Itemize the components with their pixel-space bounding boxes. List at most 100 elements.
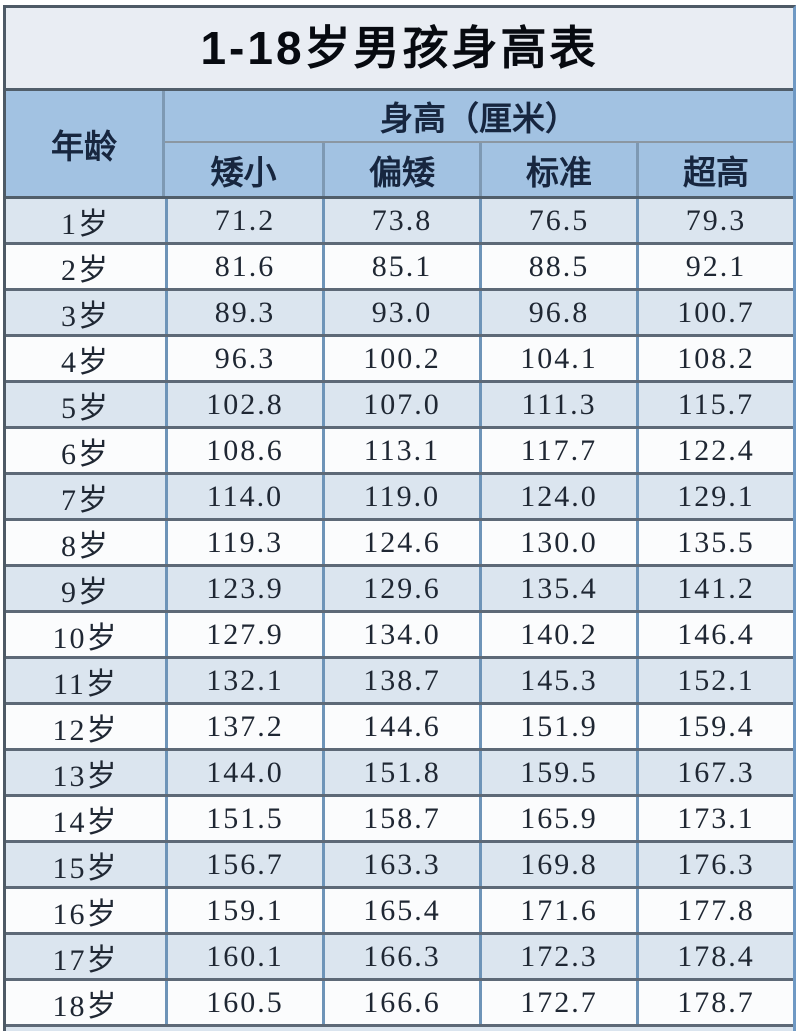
value-cell-standard: 159.5: [479, 751, 636, 794]
column-header-short: 矮小: [210, 153, 277, 191]
value-cell-standard: 76.5: [479, 199, 636, 242]
value-cell-below-average: 166.6: [322, 981, 479, 1024]
table-row: 11岁 132.1 138.7 145.3 152.1: [6, 659, 793, 705]
value-cell-standard: 104.1: [479, 337, 636, 380]
value-cell-below-average: 73.8: [322, 199, 479, 242]
page-title: 1-18岁男孩身高表: [6, 8, 793, 91]
value-cell-standard: 117.7: [479, 429, 636, 472]
value-cell-short: 160.5: [165, 981, 322, 1024]
value-cell-standard: 140.2: [479, 613, 636, 656]
value-cell-tall: 122.4: [636, 429, 793, 472]
value-cell-short: 81.6: [165, 245, 322, 288]
value-cell-short: 102.8: [165, 383, 322, 426]
value-cell-short: 132.1: [165, 659, 322, 702]
table-row: 2岁 81.6 85.1 88.5 92.1: [6, 245, 793, 291]
value-cell-short: 123.9: [165, 567, 322, 610]
value-cell-tall: 141.2: [636, 567, 793, 610]
table-row: 6岁 108.6 113.1 117.7 122.4: [6, 429, 793, 475]
table-row: 8岁 119.3 124.6 130.0 135.5: [6, 521, 793, 567]
value-cell-below-average: 163.3: [322, 843, 479, 886]
table-header: 年龄 身高（厘米） 矮小 偏矮 标准 超高: [6, 91, 793, 199]
value-cell-short: 156.7: [165, 843, 322, 886]
age-cell: 14岁: [52, 805, 119, 839]
value-cell-tall: 167.3: [636, 751, 793, 794]
value-cell-below-average: 144.6: [322, 705, 479, 748]
table-row: 9岁 123.9 129.6 135.4 141.2: [6, 567, 793, 613]
column-header-age: 年龄: [6, 91, 165, 196]
subcolumn-headers: 矮小 偏矮 标准 超高: [165, 143, 793, 196]
value-cell-short: 137.2: [165, 705, 322, 748]
value-cell-tall: 135.5: [636, 521, 793, 564]
value-cell-standard: 165.9: [479, 797, 636, 840]
value-cell-standard: 124.0: [479, 475, 636, 518]
age-cell: 12岁: [52, 713, 119, 747]
value-cell-standard: 135.4: [479, 567, 636, 610]
value-cell-tall: 152.1: [636, 659, 793, 702]
value-cell-tall: 177.8: [636, 889, 793, 932]
age-cell: 1岁: [61, 207, 110, 241]
value-cell-standard: 111.3: [479, 383, 636, 426]
value-cell-below-average: 93.0: [322, 291, 479, 334]
value-cell-short: 89.3: [165, 291, 322, 334]
table-body: 1岁 71.2 73.8 76.5 79.3 2岁 81.6 85.1 88.5…: [6, 199, 793, 1027]
age-cell: 13岁: [52, 759, 119, 793]
age-cell: 10岁: [52, 621, 119, 655]
value-cell-standard: 171.6: [479, 889, 636, 932]
value-cell-short: 160.1: [165, 935, 322, 978]
table-row: 16岁 159.1 165.4 171.6 177.8: [6, 889, 793, 935]
height-group: 身高（厘米） 矮小 偏矮 标准 超高: [165, 91, 793, 196]
value-cell-below-average: 85.1: [322, 245, 479, 288]
age-cell: 9岁: [61, 575, 110, 609]
age-cell: 15岁: [52, 851, 119, 885]
table-row: 17岁 160.1 166.3 172.3 178.4: [6, 935, 793, 981]
value-cell-tall: 115.7: [636, 383, 793, 426]
age-cell: 8岁: [61, 529, 110, 563]
value-cell-standard: 130.0: [479, 521, 636, 564]
value-cell-standard: 151.9: [479, 705, 636, 748]
value-cell-standard: 172.3: [479, 935, 636, 978]
table-row: 7岁 114.0 119.0 124.0 129.1: [6, 475, 793, 521]
table-row: 1岁 71.2 73.8 76.5 79.3: [6, 199, 793, 245]
table-row: 4岁 96.3 100.2 104.1 108.2: [6, 337, 793, 383]
table-row: 5岁 102.8 107.0 111.3 115.7: [6, 383, 793, 429]
value-cell-short: 119.3: [165, 521, 322, 564]
value-cell-short: 96.3: [165, 337, 322, 380]
table-row: 3岁 89.3 93.0 96.8 100.7: [6, 291, 793, 337]
age-cell: 7岁: [61, 483, 110, 517]
column-header-below-average: 偏矮: [322, 143, 479, 196]
value-cell-tall: 159.4: [636, 705, 793, 748]
value-cell-short: 114.0: [165, 475, 322, 518]
column-header-tall: 超高: [636, 143, 793, 196]
age-cell: 16岁: [52, 897, 119, 931]
age-cell: 2岁: [61, 253, 110, 287]
value-cell-tall: 173.1: [636, 797, 793, 840]
value-cell-tall: 79.3: [636, 199, 793, 242]
age-cell: 11岁: [53, 667, 118, 701]
age-cell: 3岁: [61, 299, 110, 333]
value-cell-tall: 129.1: [636, 475, 793, 518]
table-row: 10岁 127.9 134.0 140.2 146.4: [6, 613, 793, 659]
value-cell-below-average: 119.0: [322, 475, 479, 518]
value-cell-below-average: 165.4: [322, 889, 479, 932]
value-cell-tall: 100.7: [636, 291, 793, 334]
table-row: 12岁 137.2 144.6 151.9 159.4: [6, 705, 793, 751]
table-row: 18岁 160.5 166.6 172.7 178.7: [6, 981, 793, 1027]
value-cell-tall: 108.2: [636, 337, 793, 380]
value-cell-below-average: 151.8: [322, 751, 479, 794]
table-row: 13岁 144.0 151.8 159.5 167.3: [6, 751, 793, 797]
table-row: 15岁 156.7 163.3 169.8 176.3: [6, 843, 793, 889]
age-cell: 6岁: [61, 437, 110, 471]
value-cell-tall: 176.3: [636, 843, 793, 886]
value-cell-below-average: 129.6: [322, 567, 479, 610]
age-cell: 18岁: [52, 989, 119, 1023]
value-cell-tall: 178.4: [636, 935, 793, 978]
table-sheet: 1-18岁男孩身高表 年龄 身高（厘米） 矮小 偏矮 标准 超高 1岁 71.2…: [3, 5, 796, 1031]
value-cell-tall: 92.1: [636, 245, 793, 288]
table-row: 14岁 151.5 158.7 165.9 173.1: [6, 797, 793, 843]
value-cell-below-average: 134.0: [322, 613, 479, 656]
value-cell-standard: 88.5: [479, 245, 636, 288]
value-cell-below-average: 166.3: [322, 935, 479, 978]
value-cell-below-average: 113.1: [322, 429, 479, 472]
value-cell-short: 144.0: [165, 751, 322, 794]
